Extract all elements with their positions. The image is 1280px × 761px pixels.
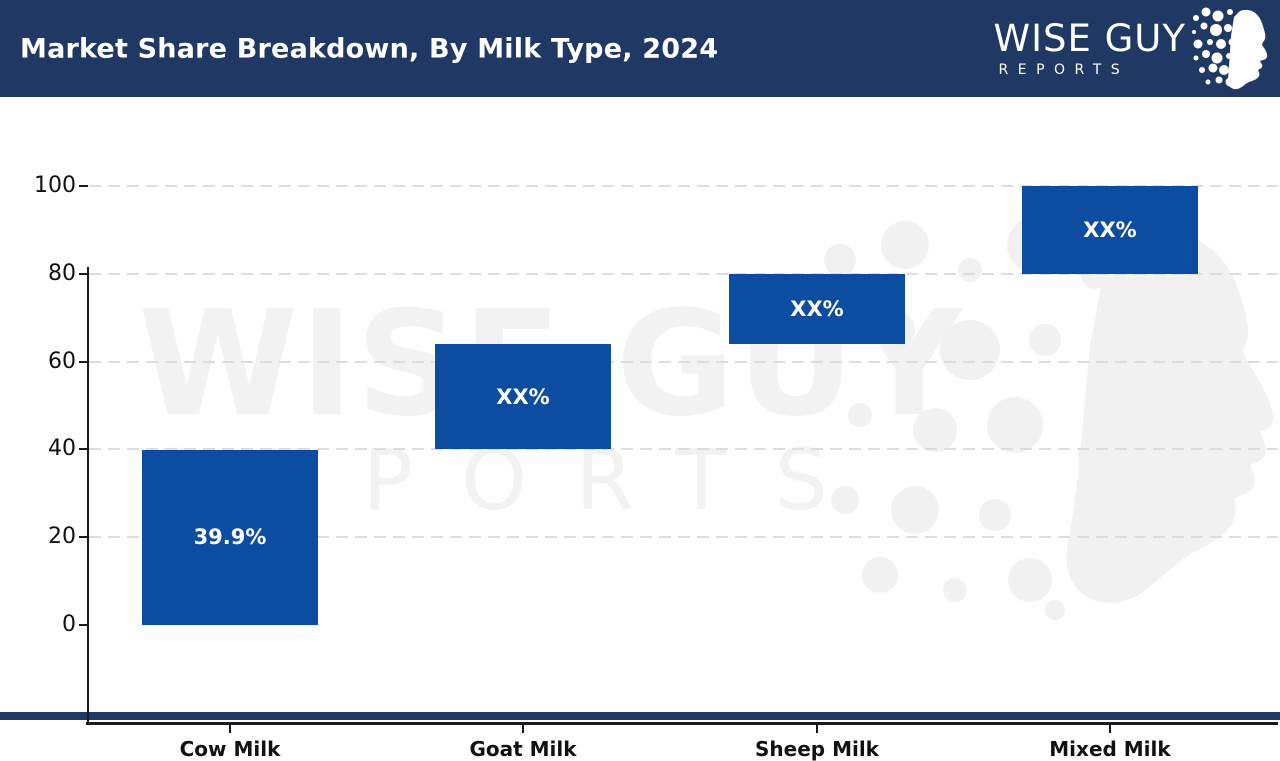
gridline-60 bbox=[89, 360, 1278, 363]
y-tick-100 bbox=[79, 185, 88, 187]
x-tick-cow-milk bbox=[229, 724, 231, 733]
x-category-label-cow-milk: Cow Milk bbox=[179, 737, 281, 761]
logo-subtitle: REPORTS bbox=[998, 61, 1130, 78]
y-tick-label-20: 20 bbox=[48, 524, 76, 550]
y-tick-label-60: 60 bbox=[48, 348, 76, 374]
x-category-label-mixed-milk: Mixed Milk bbox=[1049, 737, 1171, 761]
gridline-100 bbox=[89, 185, 1278, 187]
logo-wordmark: WISE GUY bbox=[993, 17, 1186, 61]
y-tick-label-0: 0 bbox=[62, 612, 76, 637]
x-axis-line bbox=[86, 722, 1278, 725]
x-category-label-goat-milk: Goat Milk bbox=[469, 737, 577, 761]
bar-sheep-milk: XX% bbox=[729, 273, 905, 345]
bar-mixed-milk: XX% bbox=[1022, 186, 1198, 274]
y-tick-80 bbox=[79, 272, 88, 275]
gridline-40 bbox=[89, 448, 1278, 451]
x-tick-mixed-milk bbox=[1109, 724, 1111, 733]
bar-value-label-sheep-milk: XX% bbox=[790, 296, 844, 321]
x-tick-goat-milk bbox=[522, 724, 524, 733]
y-tick-0 bbox=[79, 624, 88, 626]
plot-area: 0 20 40 60 80 100 39.9% XX% XX% XX% Cow Milk Goat M… bbox=[0, 97, 1280, 761]
y-axis-line bbox=[87, 267, 89, 724]
y-tick-20 bbox=[79, 536, 88, 539]
y-tick-label-40: 40 bbox=[48, 436, 76, 462]
logo-text: WISE GUY REPORTS bbox=[993, 17, 1186, 78]
page-title: Market Share Breakdown, By Milk Type, 20… bbox=[20, 33, 719, 64]
y-tick-40 bbox=[79, 448, 88, 451]
bar-goat-milk: XX% bbox=[435, 344, 611, 450]
gridline-80 bbox=[89, 272, 1278, 275]
bar-value-label-cow-milk: 39.9% bbox=[193, 525, 267, 550]
header-bar: Market Share Breakdown, By Milk Type, 20… bbox=[0, 0, 1280, 97]
x-tick-sheep-milk bbox=[816, 724, 818, 733]
bar-value-label-mixed-milk: XX% bbox=[1083, 217, 1137, 242]
footer-bar bbox=[0, 712, 1280, 720]
x-category-label-sheep-milk: Sheep Milk bbox=[755, 737, 879, 761]
y-tick-label-100: 100 bbox=[34, 173, 76, 198]
bar-cow-milk: 39.9% bbox=[142, 449, 318, 625]
y-tick-label-80: 80 bbox=[48, 260, 76, 286]
gridline-20 bbox=[89, 536, 1278, 539]
bar-value-label-goat-milk: XX% bbox=[496, 384, 550, 409]
y-tick-60 bbox=[79, 360, 88, 363]
wiseguy-logo: WISE GUY REPORTS bbox=[994, 4, 1270, 94]
logo-head-icon bbox=[1192, 7, 1268, 90]
